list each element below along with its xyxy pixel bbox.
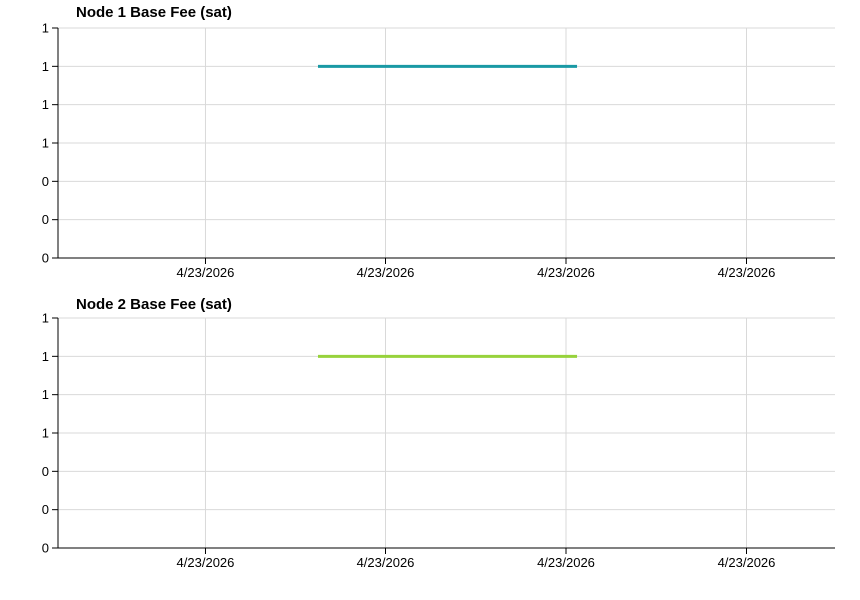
chart-title-node1: Node 1 Base Fee (sat) bbox=[76, 4, 232, 21]
x-tick-label: 4/23/2026 bbox=[357, 555, 415, 570]
chart-node2-base-fee: Node 2 Base Fee (sat) 1 1 1 1 0 0 0 4/23/2026 4/… bbox=[0, 290, 860, 600]
y-tick-label: 0 bbox=[42, 212, 49, 227]
y-tick-label: 1 bbox=[42, 311, 49, 326]
x-tick-label: 4/23/2026 bbox=[537, 555, 595, 570]
x-tick-label: 4/23/2026 bbox=[718, 555, 776, 570]
y-tick-label: 0 bbox=[42, 251, 49, 266]
y-tick-label: 0 bbox=[42, 502, 49, 517]
y-tick-label: 1 bbox=[42, 21, 49, 36]
chart-title-node2: Node 2 Base Fee (sat) bbox=[76, 296, 232, 313]
y-tick-label: 1 bbox=[42, 426, 49, 441]
x-tick-label: 4/23/2026 bbox=[537, 265, 595, 280]
y-tick-label: 1 bbox=[42, 349, 49, 364]
chart-plot-node1: 1 1 1 1 0 0 0 4/23/2026 4/23/2026 4/23/2026 4/23/2… bbox=[42, 21, 835, 280]
x-tick-label: 4/23/2026 bbox=[357, 265, 415, 280]
y-tick-label: 0 bbox=[42, 541, 49, 556]
y-tick-label: 0 bbox=[42, 174, 49, 189]
y-tick-label: 0 bbox=[42, 464, 49, 479]
y-tick-label: 1 bbox=[42, 97, 49, 112]
x-tick-label: 4/23/2026 bbox=[718, 265, 776, 280]
y-tick-label: 1 bbox=[42, 136, 49, 151]
y-tick-label: 1 bbox=[42, 59, 49, 74]
y-tick-label: 1 bbox=[42, 387, 49, 402]
chart-plot-node2: 1 1 1 1 0 0 0 4/23/2026 4/23/2026 4/23/2026 4/23/2… bbox=[42, 311, 835, 570]
x-tick-label: 4/23/2026 bbox=[177, 265, 235, 280]
x-tick-label: 4/23/2026 bbox=[177, 555, 235, 570]
chart-node1-base-fee: Node 1 Base Fee (sat) 1 1 1 1 0 0 0 4/23/2026 4/… bbox=[0, 0, 860, 290]
